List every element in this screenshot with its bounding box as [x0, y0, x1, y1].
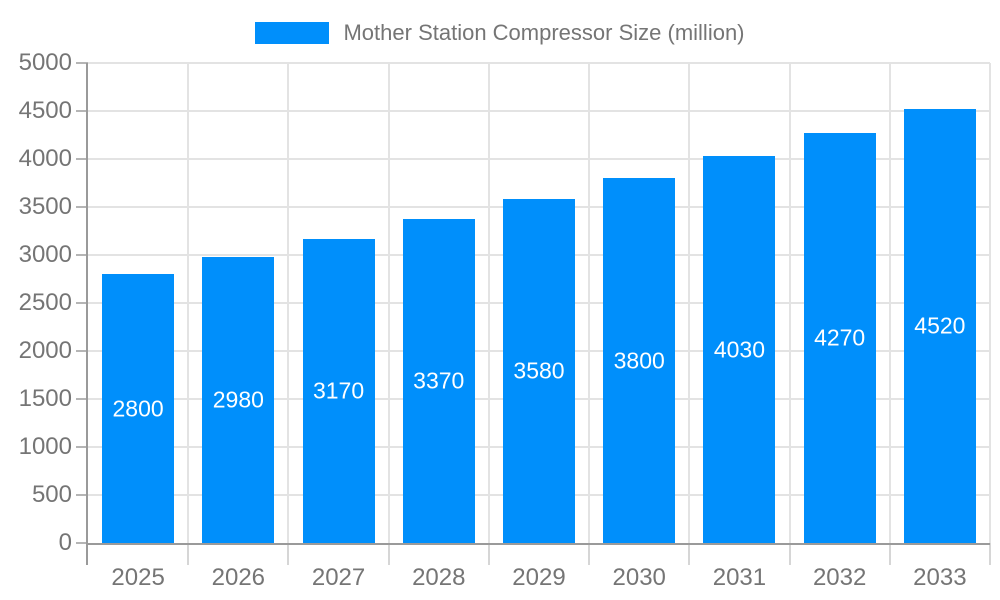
- bar-value-label: 3170: [312, 377, 365, 404]
- x-tick-mark: [989, 543, 991, 565]
- y-tick-mark: [76, 110, 88, 112]
- y-tick-mark: [76, 350, 88, 352]
- x-axis-label: 2029: [512, 564, 566, 591]
- y-axis-label: 1500: [18, 385, 72, 412]
- bar-value-label: 4030: [713, 336, 766, 363]
- bar-value-label: 4520: [914, 312, 966, 339]
- x-tick-mark: [187, 543, 190, 565]
- h-gridline: [88, 110, 990, 112]
- v-gridline: [588, 63, 591, 543]
- y-axis-label: 3500: [18, 193, 72, 220]
- x-tick-mark: [487, 543, 490, 565]
- bar-2031[interactable]: 4030: [703, 156, 776, 543]
- v-gridline: [688, 63, 691, 543]
- x-axis-label: 2031: [712, 564, 767, 591]
- y-axis-label: 2500: [18, 289, 72, 316]
- bar-value-label: 3580: [513, 357, 565, 384]
- x-axis-label: 2028: [412, 564, 466, 591]
- y-axis-label: 4500: [18, 97, 72, 124]
- x-axis-label: 2032: [812, 564, 867, 591]
- v-gridline: [989, 63, 991, 543]
- legend[interactable]: Mother Station Compressor Size (million): [0, 20, 1000, 46]
- x-axis-label: 2027: [311, 564, 366, 591]
- legend-swatch-icon: [255, 22, 330, 44]
- y-tick-mark: [76, 254, 88, 256]
- y-axis-label: 1000: [18, 433, 72, 460]
- v-gridline: [387, 63, 390, 543]
- v-gridline: [187, 63, 190, 543]
- x-tick-mark: [588, 543, 591, 565]
- y-tick-mark: [76, 62, 88, 64]
- y-tick-mark: [76, 206, 88, 208]
- x-axis-label: 2026: [211, 564, 266, 591]
- y-axis-label: 2000: [18, 337, 72, 364]
- bar-value-label: 2980: [212, 386, 264, 413]
- bar-2026[interactable]: 2980: [202, 256, 275, 543]
- x-axis-line: [88, 543, 990, 545]
- x-tick-mark: [387, 543, 390, 565]
- y-tick-mark: [76, 158, 88, 160]
- y-tick-mark: [76, 446, 88, 448]
- y-axis-label: 0: [58, 529, 72, 556]
- v-gridline: [788, 63, 791, 543]
- x-axis-label: 2033: [913, 564, 967, 591]
- bar-value-label: 3370: [413, 367, 465, 394]
- bar-2029[interactable]: 3580: [503, 199, 575, 543]
- plot-area: 2800 2980 3170 3370 3580 3800 4030 4270 4520: [76, 62, 991, 565]
- x-axis-label: 2030: [612, 564, 666, 591]
- y-tick-mark: [76, 542, 88, 544]
- bar-2025[interactable]: 2800: [102, 274, 175, 543]
- bar-2033[interactable]: 4520: [903, 109, 976, 543]
- bar-2032[interactable]: 4270: [803, 133, 876, 543]
- bar-value-label: 2800: [112, 395, 164, 422]
- y-axis-label: 4000: [18, 145, 72, 172]
- y-tick-mark: [76, 494, 88, 496]
- bar-value-label: 4270: [814, 324, 866, 351]
- bar-2030[interactable]: 3800: [603, 178, 676, 543]
- bar-2027[interactable]: 3170: [302, 238, 375, 543]
- h-gridline: [88, 158, 990, 160]
- x-tick-mark: [888, 543, 891, 565]
- x-axis-label: 2025: [111, 564, 165, 591]
- y-axis-label: 3000: [18, 241, 72, 268]
- bar-2028[interactable]: 3370: [402, 219, 475, 543]
- x-tick-mark: [688, 543, 691, 565]
- y-axis-label: 500: [31, 481, 72, 508]
- v-gridline: [287, 63, 290, 543]
- v-gridline: [888, 63, 891, 543]
- y-axis-label: 5000: [18, 49, 72, 76]
- v-gridline: [487, 63, 490, 543]
- y-tick-mark: [76, 302, 88, 304]
- x-tick-mark: [287, 543, 290, 565]
- h-gridline: [88, 62, 990, 64]
- y-axis-line: [86, 63, 88, 565]
- bar-value-label: 3800: [613, 347, 665, 374]
- y-tick-mark: [76, 398, 88, 400]
- x-tick-mark: [788, 543, 791, 565]
- legend-label: Mother Station Compressor Size (million): [343, 20, 745, 45]
